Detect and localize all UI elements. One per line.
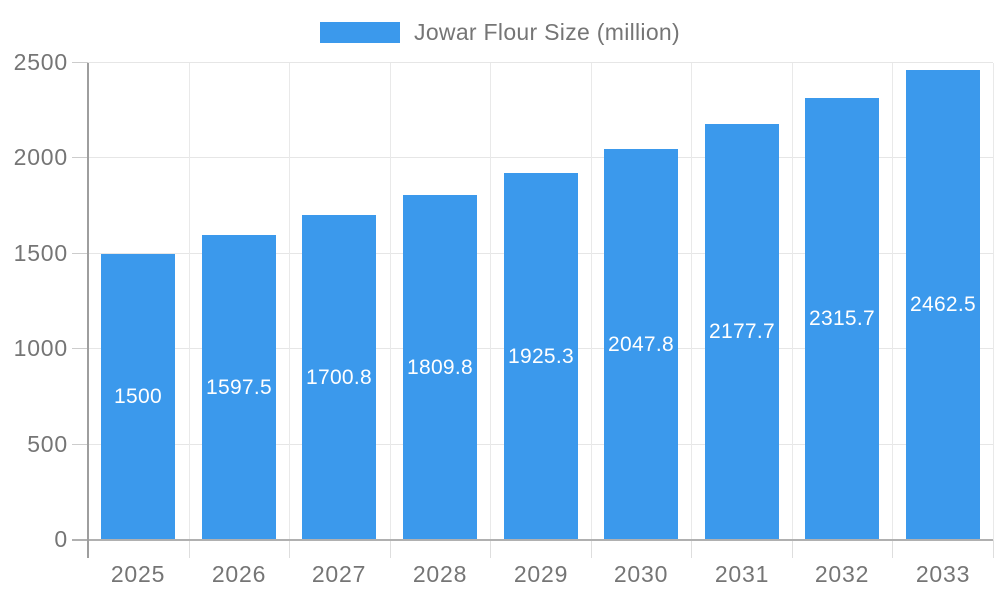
legend-swatch [320,21,401,43]
bar[interactable]: 2315.7 [805,98,879,540]
x-tick-label: 2031 [714,561,770,587]
v-gridline [591,63,592,540]
legend-label: Jowar Flour Size (million) [414,18,680,45]
v-gridline [390,63,391,540]
bar-value-label: 2315.7 [808,307,876,330]
y-tick-label: 1000 [13,335,68,361]
x-axis-tick [892,540,893,558]
y-tick-label: 1500 [13,240,68,266]
v-gridline [892,63,893,540]
bar[interactable]: 1597.5 [202,235,276,540]
bar-value-label: 1925.3 [507,344,575,368]
bar[interactable]: 1500 [101,254,175,540]
y-axis-line [87,63,89,558]
v-gridline [189,63,190,540]
bar[interactable]: 1700.8 [302,215,376,540]
x-axis-tick [189,540,190,558]
h-gridline [88,62,993,63]
bar-value-label: 2047.8 [607,332,675,356]
x-tick-label: 2025 [110,561,166,587]
x-axis-tick [591,540,592,558]
x-axis-tick [792,540,793,558]
bar-value-label: 2177.7 [708,320,776,343]
x-tick-label: 2030 [613,561,669,587]
legend-item[interactable]: Jowar Flour Size (million) [0,19,1000,45]
bar[interactable]: 1809.8 [403,195,477,540]
bar-value-label: 1500 [114,385,162,408]
x-tick-label: 2029 [513,561,569,587]
x-tick-label: 2027 [311,561,367,587]
y-tick-label: 2000 [13,144,68,170]
h-gridline [88,157,993,158]
bar-value-label: 1597.5 [205,375,273,399]
x-tick-label: 2028 [412,561,468,587]
y-tick-label: 500 [27,431,68,457]
y-axis-tick [72,348,88,349]
x-axis-tick [390,540,391,558]
y-axis-tick [72,157,88,158]
y-axis-tick [72,253,88,254]
v-gridline [691,63,692,540]
v-gridline [289,63,290,540]
y-tick-label: 0 [54,526,68,552]
y-tick-label: 2500 [13,49,68,75]
x-axis-tick [691,540,692,558]
y-axis-tick [72,62,88,63]
x-tick-label: 2033 [915,561,971,587]
x-tick-label: 2032 [814,561,870,587]
x-axis-tick [993,540,994,558]
v-gridline [792,63,793,540]
bar[interactable]: 2047.8 [604,149,678,540]
x-axis-tick [289,540,290,558]
v-gridline [490,63,491,540]
x-tick-label: 2026 [211,561,267,587]
y-axis-tick [72,444,88,445]
bar-value-label: 1809.8 [406,355,474,379]
v-gridline [993,63,994,540]
bar[interactable]: 2177.7 [705,124,779,540]
bar[interactable]: 1925.3 [504,173,578,540]
x-axis-tick [490,540,491,558]
x-axis-line [72,539,993,541]
bar-value-label: 1700.8 [305,365,373,389]
bar-value-label: 2462.5 [909,293,977,316]
bar[interactable]: 2462.5 [906,70,980,540]
